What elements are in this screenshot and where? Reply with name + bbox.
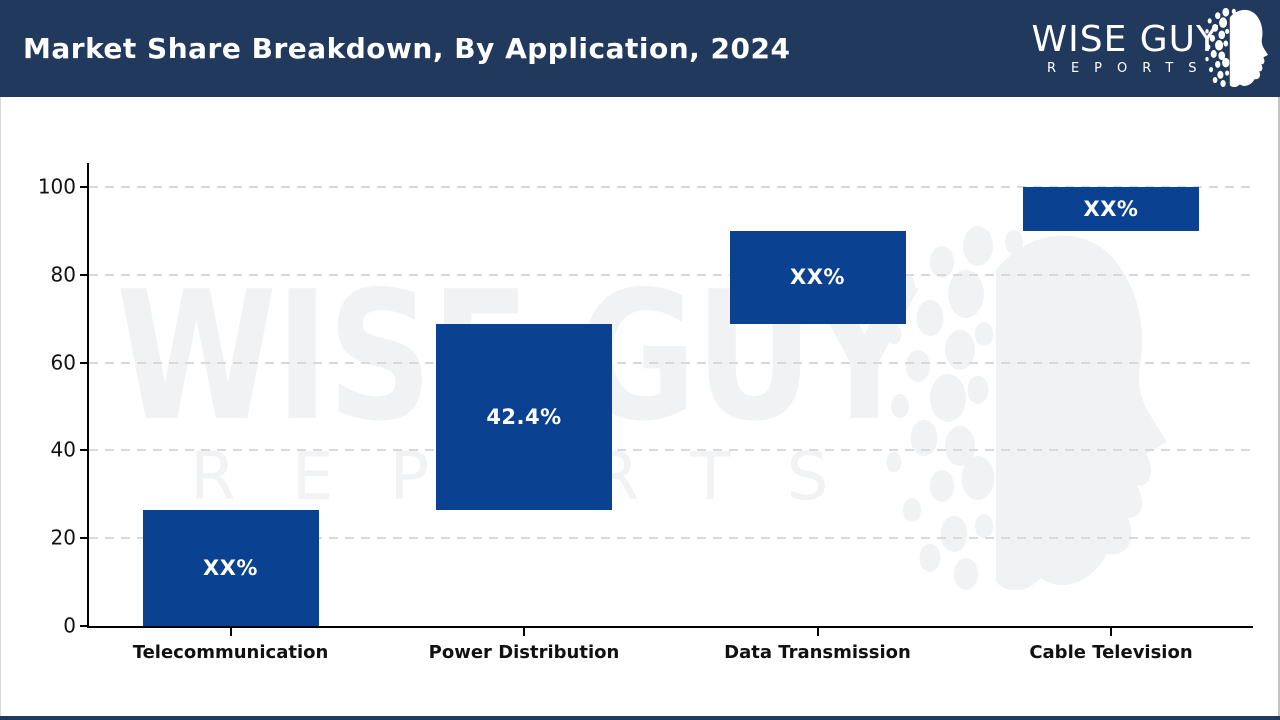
bar-value-label-data-transmission: XX% <box>790 265 845 290</box>
brand-logo: WISE GUY REPORTS <box>1031 7 1271 89</box>
bar-value-label-telecommunication: XX% <box>203 556 258 581</box>
bar-cable-television: XX% <box>1023 187 1199 231</box>
bar-telecommunication: XX% <box>142 510 319 626</box>
y-axis-line <box>87 163 89 628</box>
brand-logo-text: WISE GUY REPORTS <box>1031 18 1220 76</box>
bar-value-label-cable-television: XX% <box>1083 196 1139 221</box>
left-border <box>0 97 1 720</box>
y-tick-label-20: 20 <box>50 525 76 550</box>
gridline-40 <box>89 449 1253 452</box>
x-axis-line <box>87 626 1253 628</box>
y-tick-label-80: 80 <box>50 262 76 287</box>
x-category-label-data-transmission: Data Transmission <box>724 642 911 663</box>
x-tick-telecommunication <box>229 628 232 636</box>
x-tick-cable-television <box>1110 628 1112 636</box>
y-tick-label-60: 60 <box>50 350 76 375</box>
x-tick-power-distribution <box>523 628 525 636</box>
brand-subtitle: REPORTS <box>1046 60 1212 76</box>
y-tick-60 <box>80 361 87 364</box>
y-tick-label-40: 40 <box>50 437 76 462</box>
gridline-20 <box>89 537 1253 540</box>
right-border <box>1278 97 1280 720</box>
y-tick-80 <box>80 273 87 276</box>
y-tick-40 <box>80 449 87 452</box>
gridline-100 <box>89 186 1253 188</box>
y-tick-0 <box>80 625 87 627</box>
bar-data-transmission: XX% <box>729 230 906 324</box>
footer-bar <box>0 716 1280 720</box>
x-tick-data-transmission <box>816 628 819 636</box>
x-category-label-cable-television: Cable Television <box>1029 642 1193 663</box>
y-tick-100 <box>80 186 87 188</box>
x-category-label-power-distribution: Power Distribution <box>428 642 620 663</box>
y-tick-label-0: 0 <box>63 613 76 638</box>
y-tick-20 <box>80 537 87 540</box>
y-tick-label-100: 100 <box>37 174 76 199</box>
page-title: Market Share Breakdown, By Application, … <box>23 32 791 65</box>
waterfall-chart: 0 20 40 60 80 100 XX% Telecommunication 42.4% Pow… <box>0 97 1280 720</box>
gridline-80 <box>89 273 1253 276</box>
header: Market Share Breakdown, By Application, … <box>0 0 1280 97</box>
x-category-label-telecommunication: Telecommunication <box>132 642 329 663</box>
bar-value-label-power-distribution: 42.4% <box>486 405 562 430</box>
gridline-60 <box>89 361 1253 364</box>
brand-name: WISE GUY <box>1031 18 1219 60</box>
brand-face-icon <box>1205 7 1268 87</box>
bar-power-distribution: 42.4% <box>436 323 612 511</box>
